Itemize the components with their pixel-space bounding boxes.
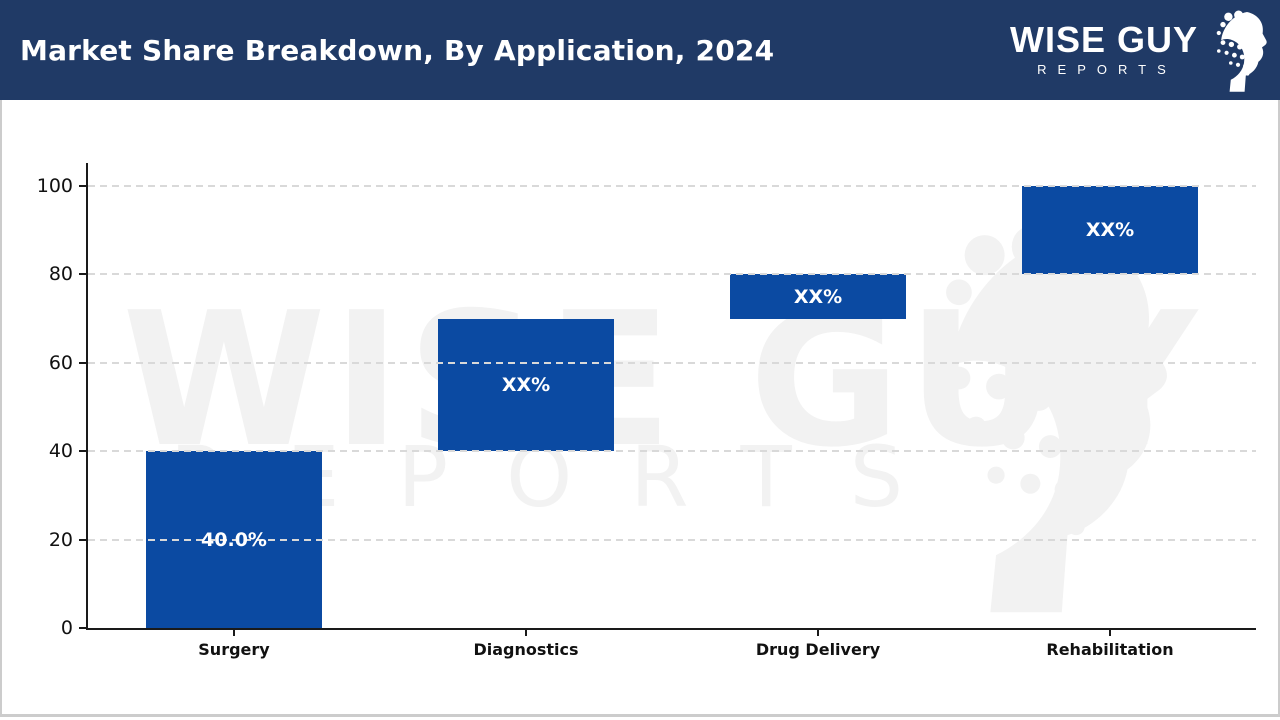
- y-gridline: [88, 361, 1256, 364]
- logo-wordmark-bottom: REPORTS: [1037, 62, 1177, 77]
- y-tick: [79, 273, 88, 276]
- y-tick-label: 0: [60, 617, 73, 639]
- logo-text: WISE GUY REPORTS: [1009, 19, 1198, 78]
- y-tick: [79, 538, 88, 541]
- page-border-frame: [0, 100, 1280, 717]
- page-title: Market Share Breakdown, By Application, …: [20, 33, 775, 67]
- y-tick-label: 100: [36, 175, 73, 197]
- x-tick: [525, 628, 527, 636]
- x-category-label: Surgery: [198, 640, 270, 659]
- x-category-label: Rehabilitation: [1046, 640, 1174, 659]
- bar-value-label: XX%: [1085, 219, 1135, 242]
- y-tick-label: 40: [48, 440, 73, 463]
- bar-value-label: XX%: [793, 285, 843, 308]
- x-axis-line: [86, 628, 1256, 630]
- y-axis-line: [86, 163, 88, 630]
- bar-value-label: 40.0%: [201, 528, 267, 551]
- x-category-label: Drug Delivery: [755, 640, 881, 659]
- x-tick: [233, 628, 235, 636]
- y-gridline: [88, 273, 1256, 276]
- y-tick: [79, 627, 88, 629]
- y-tick: [79, 450, 88, 453]
- bar-value-label: XX%: [501, 373, 551, 396]
- y-tick: [79, 185, 88, 187]
- y-tick-label: 80: [48, 263, 73, 286]
- wise-guy-reports-logo: WISE GUY REPORTS: [1003, 6, 1268, 96]
- bar: [730, 274, 906, 319]
- x-category-label: Diagnostics: [473, 640, 579, 659]
- x-tick: [817, 628, 819, 636]
- header-bar: Market Share Breakdown, By Application, …: [0, 0, 1280, 100]
- logo-wordmark-top: WISE GUY: [1009, 19, 1198, 60]
- y-gridline: [88, 185, 1256, 187]
- x-tick: [1109, 628, 1111, 636]
- y-gridline: [88, 538, 1256, 541]
- logo-face-icon: [1216, 10, 1267, 92]
- y-gridline: [88, 450, 1256, 453]
- y-tick-label: 20: [48, 528, 73, 551]
- y-tick-label: 60: [48, 351, 73, 374]
- bar: [438, 318, 614, 452]
- y-tick: [79, 361, 88, 364]
- bar: [1022, 186, 1198, 275]
